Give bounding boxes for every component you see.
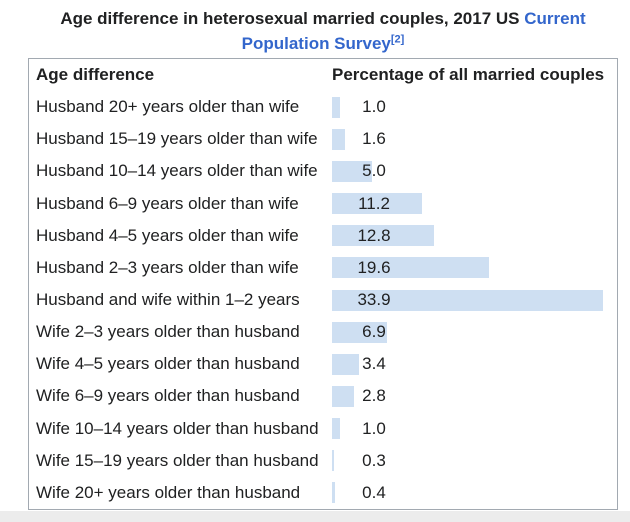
percentage-cell: 19.6	[332, 252, 617, 284]
age-difference-label: Husband 15–19 years older than wife	[36, 129, 318, 149]
table-row: Wife 2–3 years older than husband 6.9	[29, 316, 617, 348]
age-difference-label: Wife 10–14 years older than husband	[36, 418, 319, 438]
header-percentage: Percentage of all married couples	[332, 65, 605, 84]
table-row: Husband 4–5 years older than wife 12.8	[29, 220, 617, 252]
percentage-value: 11.2	[358, 193, 390, 213]
percentage-bar	[332, 257, 489, 279]
age-difference-label: Wife 20+ years older than husband	[36, 482, 301, 502]
table-row: Husband 6–9 years older than wife 11.2	[29, 187, 617, 219]
percentage-cell: 2.8	[332, 380, 617, 412]
percentage-value: 0.4	[362, 482, 386, 502]
caption-link-population-survey[interactable]: Population Survey	[241, 34, 391, 53]
percentage-bar	[332, 321, 388, 343]
percentage-bar	[332, 450, 335, 472]
age-difference-label: Husband 4–5 years older than wife	[36, 225, 299, 245]
percentage-bar	[332, 128, 345, 150]
percentage-cell: 3.4	[332, 348, 617, 380]
percentage-bar	[332, 193, 422, 215]
header-age-difference: Age difference	[36, 65, 155, 84]
page-background-strip	[0, 511, 630, 522]
percentage-bar	[332, 289, 604, 311]
age-difference-label: Husband and wife within 1–2 years	[36, 290, 300, 310]
percentage-cell: 11.2	[332, 187, 617, 219]
age-difference-label: Husband 2–3 years older than wife	[36, 257, 299, 277]
percentage-cell: 5.0	[332, 155, 617, 187]
percentage-bar	[332, 225, 435, 247]
percentage-value: 19.6	[357, 257, 391, 277]
age-difference-label: Wife 15–19 years older than husband	[36, 450, 319, 470]
percentage-cell: 12.8	[332, 220, 617, 252]
percentage-value: 1.0	[362, 418, 386, 438]
percentage-value: 3.4	[362, 354, 386, 374]
percentage-value: 1.6	[362, 129, 386, 149]
percentage-value: 12.8	[357, 225, 391, 245]
percentage-value: 2.8	[362, 386, 386, 406]
age-difference-table: Age difference Percentage of all married…	[28, 58, 618, 510]
percentage-bar	[332, 418, 340, 440]
table-row: Wife 20+ years older than husband 0.4	[29, 477, 617, 509]
table-row: Husband and wife within 1–2 years 33.9	[29, 284, 617, 316]
reference-2-link[interactable]: [2]	[390, 33, 405, 46]
table-row: Wife 15–19 years older than husband 0.3	[29, 445, 617, 477]
percentage-value: 6.9	[362, 322, 386, 342]
table-row: Wife 10–14 years older than husband 1.0	[29, 413, 617, 445]
percentage-bar	[332, 160, 372, 182]
table-body: Husband 20+ years older than wife 1.0 Hu…	[29, 91, 617, 509]
percentage-cell: 0.3	[332, 445, 617, 477]
age-difference-label: Wife 6–9 years older than husband	[36, 386, 300, 406]
percentage-bar	[332, 482, 336, 504]
percentage-cell: 1.0	[332, 413, 617, 445]
percentage-value: 0.3	[362, 450, 386, 470]
table-header-row: Age difference Percentage of all married…	[29, 59, 617, 91]
percentage-cell: 1.0	[332, 91, 617, 123]
percentage-cell: 0.4	[332, 477, 617, 509]
table-row: Husband 20+ years older than wife 1.0	[29, 91, 617, 123]
table-row: Wife 6–9 years older than husband 2.8	[29, 380, 617, 412]
percentage-bar	[332, 353, 360, 375]
percentage-cell: 33.9	[332, 284, 617, 316]
caption-link-current[interactable]: Current	[524, 9, 586, 28]
percentage-bar	[332, 96, 340, 118]
percentage-cell: 6.9	[332, 316, 617, 348]
caption-text: Age difference in heterosexual married c…	[60, 9, 520, 28]
percentage-value: 5.0	[362, 161, 386, 181]
percentage-value: 33.9	[357, 290, 391, 310]
age-difference-label: Wife 4–5 years older than husband	[36, 354, 300, 374]
table-row: Husband 15–19 years older than wife 1.6	[29, 123, 617, 155]
percentage-value: 1.0	[362, 97, 386, 117]
table-row: Husband 2–3 years older than wife 19.6	[29, 252, 617, 284]
age-difference-label: Wife 2–3 years older than husband	[36, 322, 300, 342]
table-row: Wife 4–5 years older than husband 3.4	[29, 348, 617, 380]
percentage-cell: 1.6	[332, 123, 617, 155]
percentage-bar	[332, 385, 355, 407]
age-difference-label: Husband 20+ years older than wife	[36, 97, 300, 117]
age-difference-label: Husband 10–14 years older than wife	[36, 161, 318, 181]
age-difference-label: Husband 6–9 years older than wife	[36, 193, 299, 213]
table-caption: Age difference in heterosexual married c…	[28, 6, 618, 56]
table-row: Husband 10–14 years older than wife 5.0	[29, 155, 617, 187]
